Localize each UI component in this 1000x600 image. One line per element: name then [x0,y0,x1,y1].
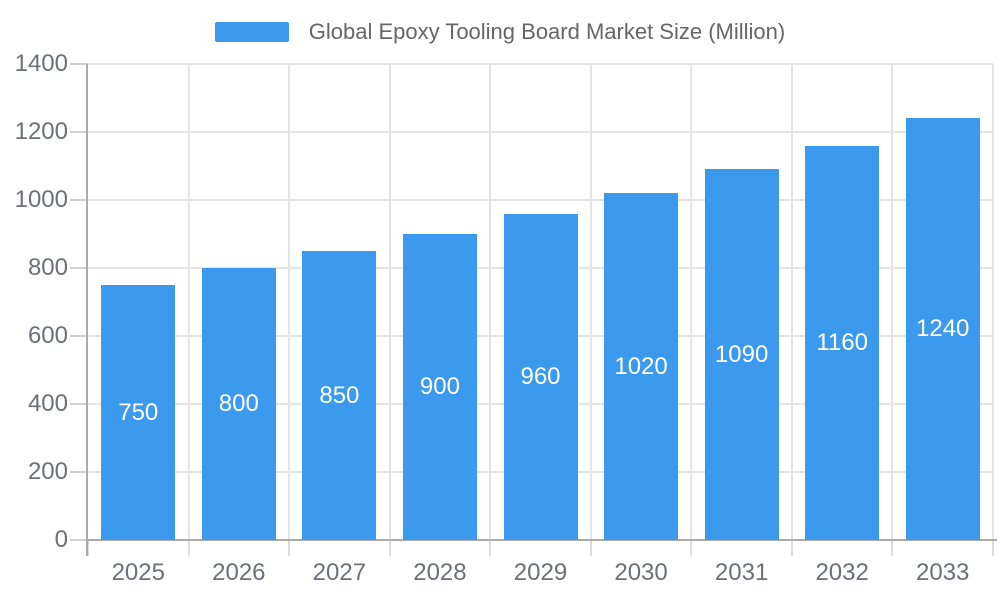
x-tick [690,540,693,556]
chart-legend[interactable]: Global Epoxy Tooling Board Market Size (… [0,18,1000,46]
h-gridline [88,63,993,65]
y-tick [70,267,88,269]
legend-swatch [214,22,289,42]
bar-value-label: 960 [520,362,561,390]
y-axis-line [86,64,88,556]
x-tick [388,540,391,556]
h-gridline [88,131,993,133]
v-gridline [489,64,492,540]
bar-value-label: 1020 [614,352,668,380]
y-tick [70,199,88,201]
v-gridline [288,64,291,540]
x-axis-label: 2032 [815,559,869,586]
legend-label: Global Epoxy Tooling Board Market Size (… [308,19,786,44]
x-tick [87,540,89,556]
x-axis-label: 2031 [714,559,769,586]
bar-value-label: 1240 [916,315,970,343]
x-axis-label: 2028 [413,559,467,586]
bar-value-label: 750 [118,398,159,426]
x-axis-line [88,539,997,541]
x-axis-label: 2026 [212,559,266,586]
y-axis-label: 800 [27,254,68,281]
v-gridline [992,64,994,540]
v-gridline [790,64,793,540]
bar[interactable]: 1160 [805,145,880,540]
bar-value-label: 800 [218,390,259,417]
x-tick [589,540,592,556]
y-axis-label: 200 [27,458,68,485]
bar[interactable]: 900 [402,234,477,540]
bar[interactable]: 750 [101,285,176,540]
bar[interactable]: 1090 [704,169,779,540]
bar[interactable]: 1020 [604,193,679,540]
x-tick [790,540,793,556]
v-gridline [589,64,592,540]
y-tick [70,63,88,65]
x-axis-label: 2025 [111,559,165,586]
v-gridline [388,64,391,540]
bar-value-label: 850 [319,381,360,409]
y-axis-label: 600 [27,322,68,349]
y-tick [70,403,88,405]
x-tick [992,540,994,556]
v-gridline [187,64,190,540]
bar[interactable]: 960 [503,213,578,540]
y-axis-label: 400 [27,390,68,417]
x-axis-label: 2033 [916,559,970,586]
x-tick [489,540,492,556]
y-axis-label: 1000 [14,186,68,213]
y-axis-label: 1200 [14,118,68,145]
x-tick [891,540,894,556]
x-axis-label: 2027 [312,559,367,586]
x-axis-label: 2029 [513,559,568,586]
bar[interactable]: 850 [302,251,377,540]
y-tick [70,471,88,473]
h-gridline [88,199,993,201]
y-tick [70,539,88,541]
v-gridline [690,64,693,540]
bar-value-label: 900 [419,373,460,400]
v-gridline [891,64,894,540]
y-axis-label: 0 [54,526,68,553]
bar[interactable]: 1240 [905,118,980,540]
bar[interactable]: 800 [201,268,276,540]
bar-value-label: 1160 [816,328,868,356]
y-tick [70,131,88,133]
y-tick [70,335,88,337]
y-axis-label: 1400 [14,50,68,77]
x-axis-label: 2030 [614,559,668,586]
bar-value-label: 1090 [714,340,769,368]
x-tick [187,540,190,556]
x-tick [288,540,291,556]
